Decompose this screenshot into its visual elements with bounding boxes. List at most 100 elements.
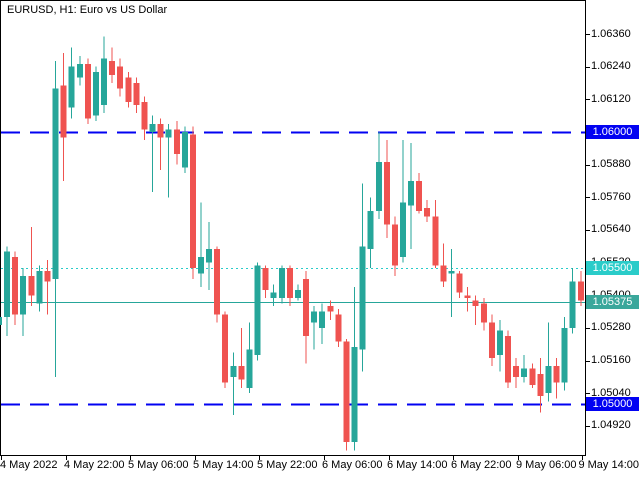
- candle: [52, 61, 59, 377]
- candle: [28, 227, 35, 307]
- price-badge-1.06000: 1.06000: [586, 124, 639, 139]
- time-tick-label: 9 May 14:00: [578, 459, 639, 471]
- level-lines-layer[interactable]: [1, 131, 585, 406]
- candle: [464, 287, 471, 312]
- candle: [270, 284, 277, 307]
- candle: [92, 66, 99, 122]
- candle: [141, 96, 148, 141]
- time-tick-label: 4 May 22:00: [64, 459, 125, 471]
- candle: [133, 77, 140, 113]
- candle: [545, 322, 552, 402]
- candle: [537, 357, 544, 413]
- price-tick-label: 1.05160: [591, 354, 631, 367]
- candle: [521, 355, 528, 383]
- candle: [125, 72, 132, 108]
- candle: [472, 295, 479, 326]
- time-tick-label: 5 May 22:00: [257, 459, 318, 471]
- price-badge-1.05000: 1.05000: [586, 397, 639, 412]
- candle: [157, 118, 164, 171]
- time-tick-label: 5 May 14:00: [193, 459, 254, 471]
- candle: [327, 300, 334, 320]
- candle: [456, 270, 463, 298]
- candle: [367, 197, 374, 269]
- candle: [359, 183, 366, 372]
- candle: [553, 357, 560, 399]
- candle: [383, 140, 390, 239]
- candle: [400, 140, 406, 263]
- candles-layer: [0, 36, 584, 451]
- candle: [222, 311, 229, 388]
- candle: [214, 246, 221, 323]
- candle: [206, 221, 213, 290]
- candle: [513, 357, 520, 388]
- candle: [286, 265, 293, 307]
- candle: [440, 243, 447, 288]
- candle: [505, 330, 512, 388]
- candle: [577, 270, 584, 307]
- time-tick-label: 6 May 14:00: [387, 459, 448, 471]
- price-tick-label: 1.06240: [591, 60, 631, 73]
- candle: [529, 363, 536, 388]
- axis-ticks-layer: [1, 34, 590, 460]
- candle: [569, 268, 576, 334]
- candle: [165, 123, 172, 198]
- candle: [351, 287, 358, 451]
- candle: [561, 317, 568, 391]
- candle: [20, 268, 27, 337]
- candle: [109, 47, 116, 83]
- price-badge-1.05375: 1.05375: [586, 295, 639, 310]
- candle: [424, 200, 431, 222]
- candle: [101, 36, 108, 113]
- candle: [294, 284, 301, 301]
- time-tick-label: 4 May 2022: [0, 459, 58, 471]
- candle: [189, 126, 196, 279]
- candle: [36, 265, 43, 312]
- candle: [278, 265, 285, 304]
- candle: [44, 259, 51, 315]
- candle: [488, 314, 495, 367]
- candle: [246, 322, 253, 394]
- candle: [432, 200, 439, 269]
- candle: [335, 308, 342, 347]
- candle: [198, 202, 204, 288]
- candle: [311, 306, 318, 350]
- candle: [173, 121, 180, 165]
- candle: [319, 303, 326, 345]
- candle: [0, 317, 2, 326]
- candle: [416, 172, 423, 214]
- candle: [496, 319, 503, 372]
- price-tick-label: 1.05280: [591, 321, 631, 334]
- price-tick-label: 1.06120: [591, 92, 631, 105]
- price-tick-label: 1.05880: [591, 158, 631, 171]
- price-badge-1.05500: 1.05500: [586, 261, 639, 276]
- candle: [391, 216, 398, 277]
- candle: [117, 58, 124, 97]
- candle: [181, 126, 188, 173]
- candle: [68, 47, 75, 119]
- price-tick-label: 1.05760: [591, 190, 631, 203]
- candle: [448, 248, 455, 318]
- price-tick-label: 1.05640: [591, 223, 631, 236]
- candle: [4, 246, 11, 337]
- candle: [262, 265, 269, 298]
- candle: [254, 262, 261, 361]
- candle: [230, 352, 237, 415]
- candle: [149, 115, 156, 192]
- price-tick-label: 1.06360: [591, 27, 631, 40]
- price-tick-label: 1.04920: [591, 419, 631, 432]
- time-tick-label: 6 May 22:00: [451, 459, 512, 471]
- time-tick-label: 5 May 06:00: [128, 459, 189, 471]
- candle: [76, 55, 83, 86]
- price-tick-label: 1.05040: [591, 386, 631, 399]
- candle: [238, 327, 245, 388]
- chart-title: EURUSD, H1: Euro vs US Dollar: [7, 4, 168, 16]
- candle: [343, 338, 350, 451]
- time-tick-label: 9 May 06:00: [516, 459, 577, 471]
- candle: [375, 131, 382, 220]
- candle: [12, 251, 19, 326]
- candle: [60, 53, 67, 181]
- candle: [84, 58, 91, 124]
- candle: [408, 142, 415, 249]
